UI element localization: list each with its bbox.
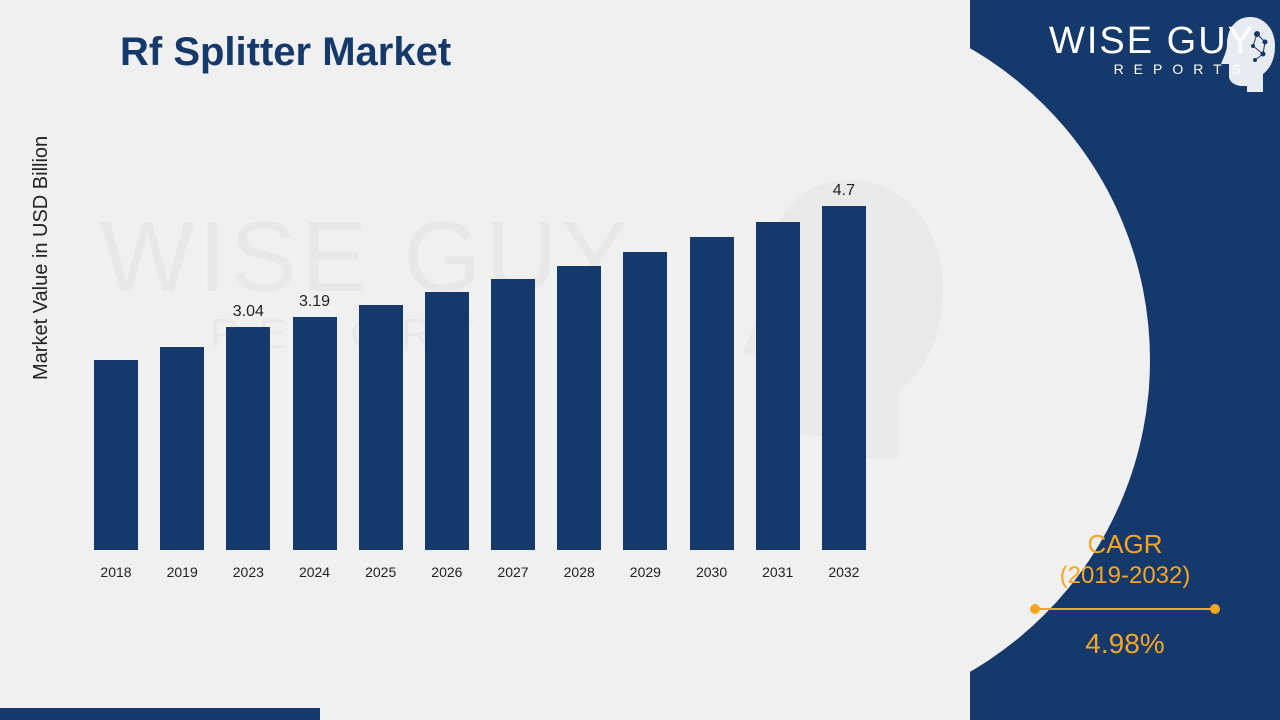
- logo-main-text: WISE GUY: [1049, 20, 1255, 63]
- bar-2031: [748, 198, 808, 550]
- x-axis: 2018 2019 2023 2024 2025 2026 2027 2028 2029 2030…: [80, 564, 880, 580]
- x-tick: 2027: [483, 564, 543, 580]
- bar: [94, 360, 138, 550]
- bottom-accent-bar: [0, 708, 320, 720]
- x-tick: 2023: [218, 564, 278, 580]
- x-tick: 2024: [285, 564, 345, 580]
- bar: [425, 292, 469, 550]
- chart-title: Rf Splitter Market: [120, 30, 451, 75]
- bar: [293, 317, 337, 551]
- bar-value-label: 3.19: [299, 293, 330, 313]
- bar-2028: [549, 242, 609, 550]
- bar-2023: 3.04: [218, 303, 278, 550]
- bar: [160, 347, 204, 550]
- bar-2018: [86, 336, 146, 550]
- bar-2029: [615, 228, 675, 550]
- bar-2019: [152, 323, 212, 550]
- chart-canvas: WISE GUY REPORTS Rf Splitter Market WISE…: [0, 0, 1280, 720]
- brand-logo: WISE GUY REPORTS: [1049, 20, 1255, 77]
- x-tick: 2029: [615, 564, 675, 580]
- bar-2027: [483, 255, 543, 550]
- bar: [226, 327, 270, 550]
- x-tick: 2018: [86, 564, 146, 580]
- bar: [359, 305, 403, 550]
- x-tick: 2032: [814, 564, 874, 580]
- bar: [756, 222, 800, 550]
- logo-sub-text: REPORTS: [1049, 61, 1255, 77]
- y-axis-label: Market Value in USD Billion: [30, 136, 53, 380]
- cagr-box: CAGR (2019-2032) 4.98%: [1025, 529, 1225, 660]
- bar-chart: 3.04 3.19 4.7 2018 2019 2023 2024 2025 2026 2027…: [80, 160, 880, 580]
- cagr-title: CAGR: [1025, 529, 1225, 560]
- cagr-divider: [1035, 608, 1215, 610]
- bar: [557, 266, 601, 550]
- cagr-range: (2019-2032): [1025, 562, 1225, 590]
- bar-value-label: 3.04: [233, 303, 264, 323]
- bar-2026: [417, 268, 477, 550]
- bar: [623, 252, 667, 550]
- bar-2030: [682, 213, 742, 550]
- plot-area: 3.04 3.19 4.7: [80, 160, 880, 550]
- x-tick: 2026: [417, 564, 477, 580]
- x-tick: 2030: [682, 564, 742, 580]
- bar: [822, 206, 866, 550]
- x-tick: 2028: [549, 564, 609, 580]
- bar-value-label: 4.7: [833, 182, 855, 202]
- x-tick: 2019: [152, 564, 212, 580]
- x-tick: 2025: [351, 564, 411, 580]
- x-tick: 2031: [748, 564, 808, 580]
- cagr-value: 4.98%: [1025, 628, 1225, 660]
- bar-2025: [351, 281, 411, 550]
- bar: [491, 279, 535, 550]
- bar-2032: 4.7: [814, 182, 874, 550]
- bar: [690, 237, 734, 550]
- bar-2024: 3.19: [285, 293, 345, 551]
